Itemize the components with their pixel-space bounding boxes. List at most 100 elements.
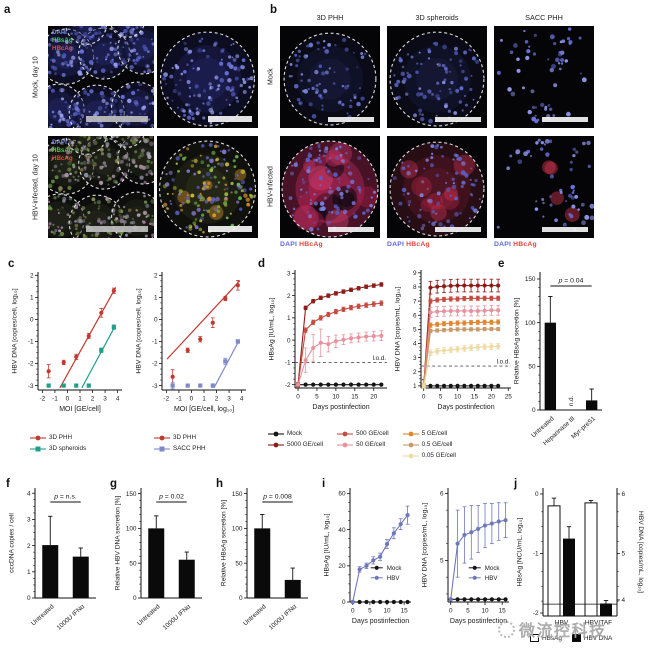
- panel-f-label: f: [6, 478, 10, 490]
- svg-text:1: 1: [413, 383, 417, 390]
- svg-text:4: 4: [116, 396, 120, 403]
- svg-text:-3: -3: [152, 383, 158, 390]
- svg-text:3: 3: [227, 396, 231, 403]
- svg-text:HBV DNA [copies/mL, log₁₀]: HBV DNA [copies/mL, log₁₀]: [637, 511, 644, 593]
- svg-text:10: 10: [481, 608, 489, 615]
- legend-c-left: 3D PHH 3D spheroids: [30, 432, 86, 454]
- chart-hbvdna-kinetics: 1 2 3 4 5 6 7 8 9 0 5 10 15 20 25 Days postinfection HBV…: [395, 270, 513, 411]
- caption-dapi: DAPI: [494, 241, 512, 248]
- svg-text:-2: -2: [152, 361, 158, 368]
- panel-d: d -2 -1 0 1 2 3 0 5 10 15 20 Days postinfection HBsA…: [252, 256, 524, 476]
- svg-text:20: 20: [338, 563, 346, 570]
- svg-text:1: 1: [27, 569, 31, 576]
- panel-h-label: h: [216, 478, 224, 490]
- svg-text:10: 10: [332, 394, 340, 401]
- chart-cccdna-ifna: 0 1 2 3 4 cccDNA copies / cell Untreated 1000U …: [9, 488, 96, 632]
- caption-stains-3: DAPI HBcAg: [494, 241, 537, 248]
- svg-text:60: 60: [338, 491, 346, 498]
- legend-item: 50 GE/cell: [337, 439, 389, 450]
- chart-taf-treatment: 0 -1 -2 6 5 4 HBsAg [NCU/mL, log₁₀] HBV DNA [co…: [517, 488, 644, 627]
- legend-item: 5000 GE/cell: [268, 439, 323, 450]
- svg-text:150: 150: [126, 491, 137, 498]
- svg-text:Days postinfection: Days postinfection: [437, 404, 494, 411]
- legend-item: HBsAg: [530, 634, 562, 642]
- caption-dapi: DAPI: [280, 241, 298, 248]
- svg-text:25: 25: [505, 394, 513, 401]
- svg-text:6: 6: [622, 491, 626, 498]
- legend-item: Mock: [268, 428, 323, 439]
- svg-text:40: 40: [338, 527, 346, 534]
- stain-hbsag-label: HBsAg: [52, 147, 73, 155]
- svg-text:100: 100: [232, 526, 243, 533]
- panel-b-label: b: [270, 4, 278, 16]
- svg-text:0: 0: [30, 317, 34, 324]
- svg-text:1000U IFNα: 1000U IFNα: [56, 603, 87, 632]
- panel-i: i 0 20 40 60 0 5 10 15 Days postinfection HBsAg […: [318, 476, 514, 651]
- svg-text:2: 2: [91, 396, 95, 403]
- panel-f: f 0 1 2 3 4 cccDNA copies / cell Untreated 1000…: [2, 476, 106, 651]
- svg-text:p = n.s.: p = n.s.: [53, 494, 77, 501]
- svg-text:2: 2: [215, 396, 219, 403]
- svg-text:10: 10: [383, 608, 391, 615]
- micrograph-mock-saccphh: [494, 26, 594, 128]
- svg-text:6: 6: [413, 312, 417, 319]
- panel-c: c -3 -2 -1 0 1 2 -2 -1 0 1 2 3 4 MOI [GE/cell] HBV DNA…: [2, 256, 252, 476]
- svg-text:3: 3: [27, 517, 31, 524]
- svg-text:1000U IFNα: 1000U IFNα: [162, 603, 193, 632]
- legend-item: SACC PHH: [154, 443, 206, 454]
- svg-text:Untreated: Untreated: [30, 603, 56, 627]
- chart-hbvdna-vs-moi-sacc: -3 -2 -1 0 1 2 -2 -1 0 1 2 3 4 MOI [GE/cell, log₁₀] HB…: [136, 272, 246, 413]
- svg-text:HBsAg [IU/mL, log₁₀]: HBsAg [IU/mL, log₁₀]: [324, 513, 331, 576]
- svg-text:-1: -1: [28, 339, 34, 346]
- svg-text:5: 5: [315, 394, 319, 401]
- caption-hbcag: HBcAg: [299, 241, 323, 248]
- svg-text:HBV: HBV: [555, 620, 569, 627]
- legend-d: Mock 5000 GE/cell 500 GE/cell 50 GE/cell 5 G…: [268, 428, 456, 461]
- svg-text:Relative HBsAg secretion [%]: Relative HBsAg secretion [%]: [514, 298, 521, 384]
- legend-item: 3D spheroids: [30, 443, 86, 454]
- panel-b-title-3dphh: 3D PHH: [316, 13, 344, 22]
- micrograph-hbv-3dspheroids: [387, 136, 487, 238]
- svg-text:HBV: HBV: [485, 575, 499, 582]
- svg-text:HBV/TAF: HBV/TAF: [585, 620, 612, 627]
- legend-item: 0.5 GE/cell: [402, 439, 456, 450]
- svg-text:0: 0: [154, 317, 158, 324]
- caption-dapi: DAPI: [387, 241, 405, 248]
- svg-text:5: 5: [440, 558, 444, 565]
- svg-text:1: 1: [78, 396, 82, 403]
- micrograph-hbv-spheroid-array: [48, 136, 154, 238]
- svg-text:100: 100: [126, 526, 137, 533]
- svg-text:5: 5: [413, 327, 417, 334]
- svg-text:0: 0: [532, 407, 536, 414]
- panel-a-row-label-hbv: HBV-infected, day 10: [32, 154, 40, 220]
- micrograph-mock-spheroid-zoom: [157, 26, 258, 128]
- legend-c-right: 3D PHH SACC PHH: [154, 432, 206, 454]
- svg-text:1: 1: [287, 315, 291, 322]
- svg-text:MOI [GE/cell]: MOI [GE/cell]: [59, 406, 101, 413]
- watermark: 微流控科技: [498, 617, 607, 641]
- svg-text:50: 50: [235, 560, 243, 567]
- svg-text:0: 0: [351, 608, 355, 615]
- svg-text:l.o.d.: l.o.d.: [373, 355, 387, 362]
- svg-text:-1: -1: [52, 396, 58, 403]
- svg-text:15: 15: [499, 608, 507, 615]
- svg-text:HBV: HBV: [387, 575, 401, 582]
- svg-text:150: 150: [232, 491, 243, 498]
- watermark-text: 微流控科技: [519, 623, 607, 640]
- panel-c-label: c: [8, 258, 15, 270]
- svg-text:4: 4: [413, 341, 417, 348]
- caption-stains-1: DAPI HBcAg: [280, 241, 323, 248]
- svg-text:0: 0: [342, 599, 346, 606]
- svg-text:10: 10: [454, 394, 462, 401]
- svg-text:l.o.d.: l.o.d.: [497, 359, 511, 366]
- svg-text:3: 3: [413, 355, 417, 362]
- svg-text:0: 0: [422, 394, 426, 401]
- panel-a-row-label-mock: Mock, day 10: [32, 56, 40, 98]
- svg-text:Days postinfection: Days postinfection: [352, 618, 409, 625]
- caption-stains-2: DAPI HBcAg: [387, 241, 430, 248]
- chart-hbsag-longterm: 0 20 40 60 0 5 10 15 Days postinfection HBsAg [IU…: [324, 488, 411, 625]
- legend-j: HBsAg HBV DNA: [530, 634, 612, 642]
- stain-dapi-label: DAPI: [52, 29, 67, 36]
